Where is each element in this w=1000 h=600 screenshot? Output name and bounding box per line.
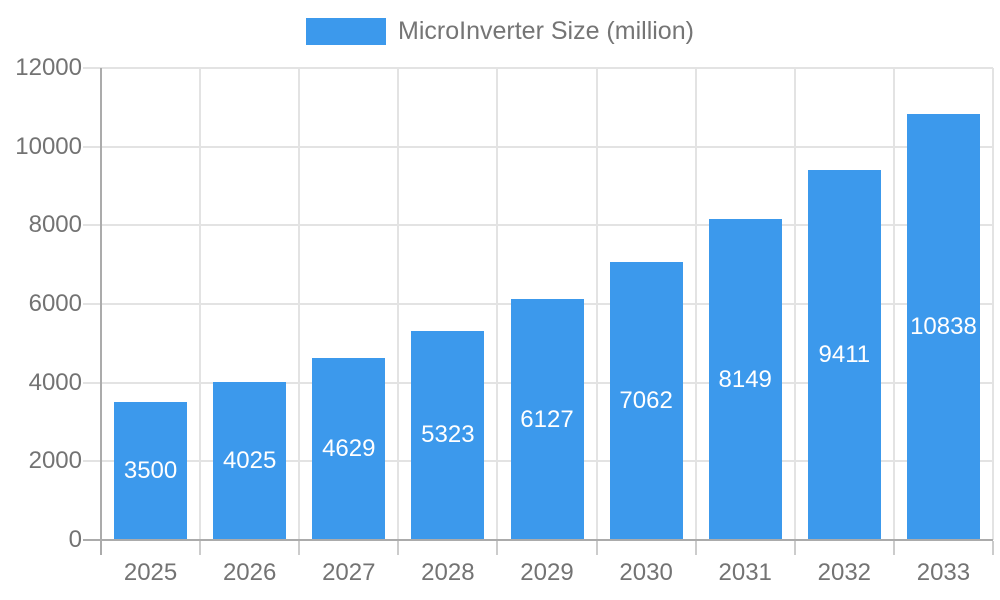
y-axis-label: 6000	[28, 290, 82, 317]
v-gridline	[992, 68, 994, 540]
v-gridline	[892, 68, 895, 540]
x-tick	[199, 541, 202, 555]
v-gridline	[298, 68, 301, 540]
x-tick	[496, 541, 499, 555]
legend-swatch	[306, 17, 387, 45]
v-gridline	[595, 68, 598, 540]
x-axis-label-2032: 2032	[817, 559, 872, 586]
y-axis-line	[100, 68, 102, 555]
x-tick	[892, 541, 895, 555]
bar-value-label: 4629	[322, 434, 376, 462]
y-axis-label: 4000	[28, 368, 82, 396]
x-axis-label-2031: 2031	[718, 559, 772, 586]
y-tick	[83, 67, 101, 69]
x-axis-label-2029: 2029	[520, 559, 574, 586]
bar-value-label: 9411	[818, 340, 871, 368]
x-axis-label-2033: 2033	[916, 559, 971, 586]
bar-2026[interactable]	[213, 381, 287, 540]
x-axis-label-2026: 2026	[222, 559, 277, 586]
bar-2025[interactable]	[114, 402, 188, 540]
y-tick	[83, 381, 101, 384]
y-axis-label: 8000	[28, 211, 82, 239]
y-tick	[83, 224, 101, 227]
x-tick	[694, 541, 697, 555]
h-gridline	[101, 224, 993, 227]
bar-2030[interactable]	[609, 262, 683, 540]
y-axis-label: 0	[68, 526, 82, 553]
y-tick	[83, 145, 101, 148]
bar-2029[interactable]	[510, 299, 584, 540]
h-gridline	[101, 145, 993, 148]
v-gridline	[496, 68, 499, 540]
legend-label: MicroInverter Size (million)	[398, 17, 694, 45]
x-tick	[793, 541, 796, 555]
bar-value-label: 8149	[718, 365, 772, 393]
x-tick	[992, 541, 994, 555]
x-axis-label-2027: 2027	[322, 559, 376, 586]
x-tick	[595, 541, 598, 555]
h-gridline	[101, 67, 993, 69]
y-tick	[83, 303, 101, 305]
v-gridline	[793, 68, 796, 540]
bar-2031[interactable]	[708, 219, 782, 540]
x-tick	[298, 541, 301, 555]
x-axis-label-2030: 2030	[619, 559, 673, 586]
y-axis-label: 10000	[15, 132, 82, 160]
bar-value-label: 10838	[910, 312, 977, 340]
x-axis-baseline	[83, 539, 993, 541]
x-axis-label-2025: 2025	[123, 559, 178, 586]
y-tick	[83, 460, 101, 463]
bar-value-label: 7062	[619, 387, 673, 415]
x-axis-label-2028: 2028	[421, 559, 475, 586]
bar-2032[interactable]	[807, 169, 881, 540]
bar-value-label: 3500	[123, 457, 178, 485]
v-gridline	[397, 68, 400, 540]
y-axis-label: 12000	[15, 54, 82, 81]
bar-value-label: 5323	[421, 421, 475, 449]
legend[interactable]: MicroInverter Size (million)	[0, 14, 1000, 48]
bar-2027[interactable]	[312, 357, 386, 540]
v-gridline	[694, 68, 697, 540]
bar-value-label: 4025	[222, 446, 277, 474]
bar-2028[interactable]	[411, 330, 485, 540]
bar-value-label: 6127	[520, 405, 574, 433]
y-axis-label: 2000	[28, 447, 82, 475]
x-tick	[397, 541, 400, 555]
v-gridline	[199, 68, 202, 540]
bar-2033[interactable]	[906, 113, 980, 540]
